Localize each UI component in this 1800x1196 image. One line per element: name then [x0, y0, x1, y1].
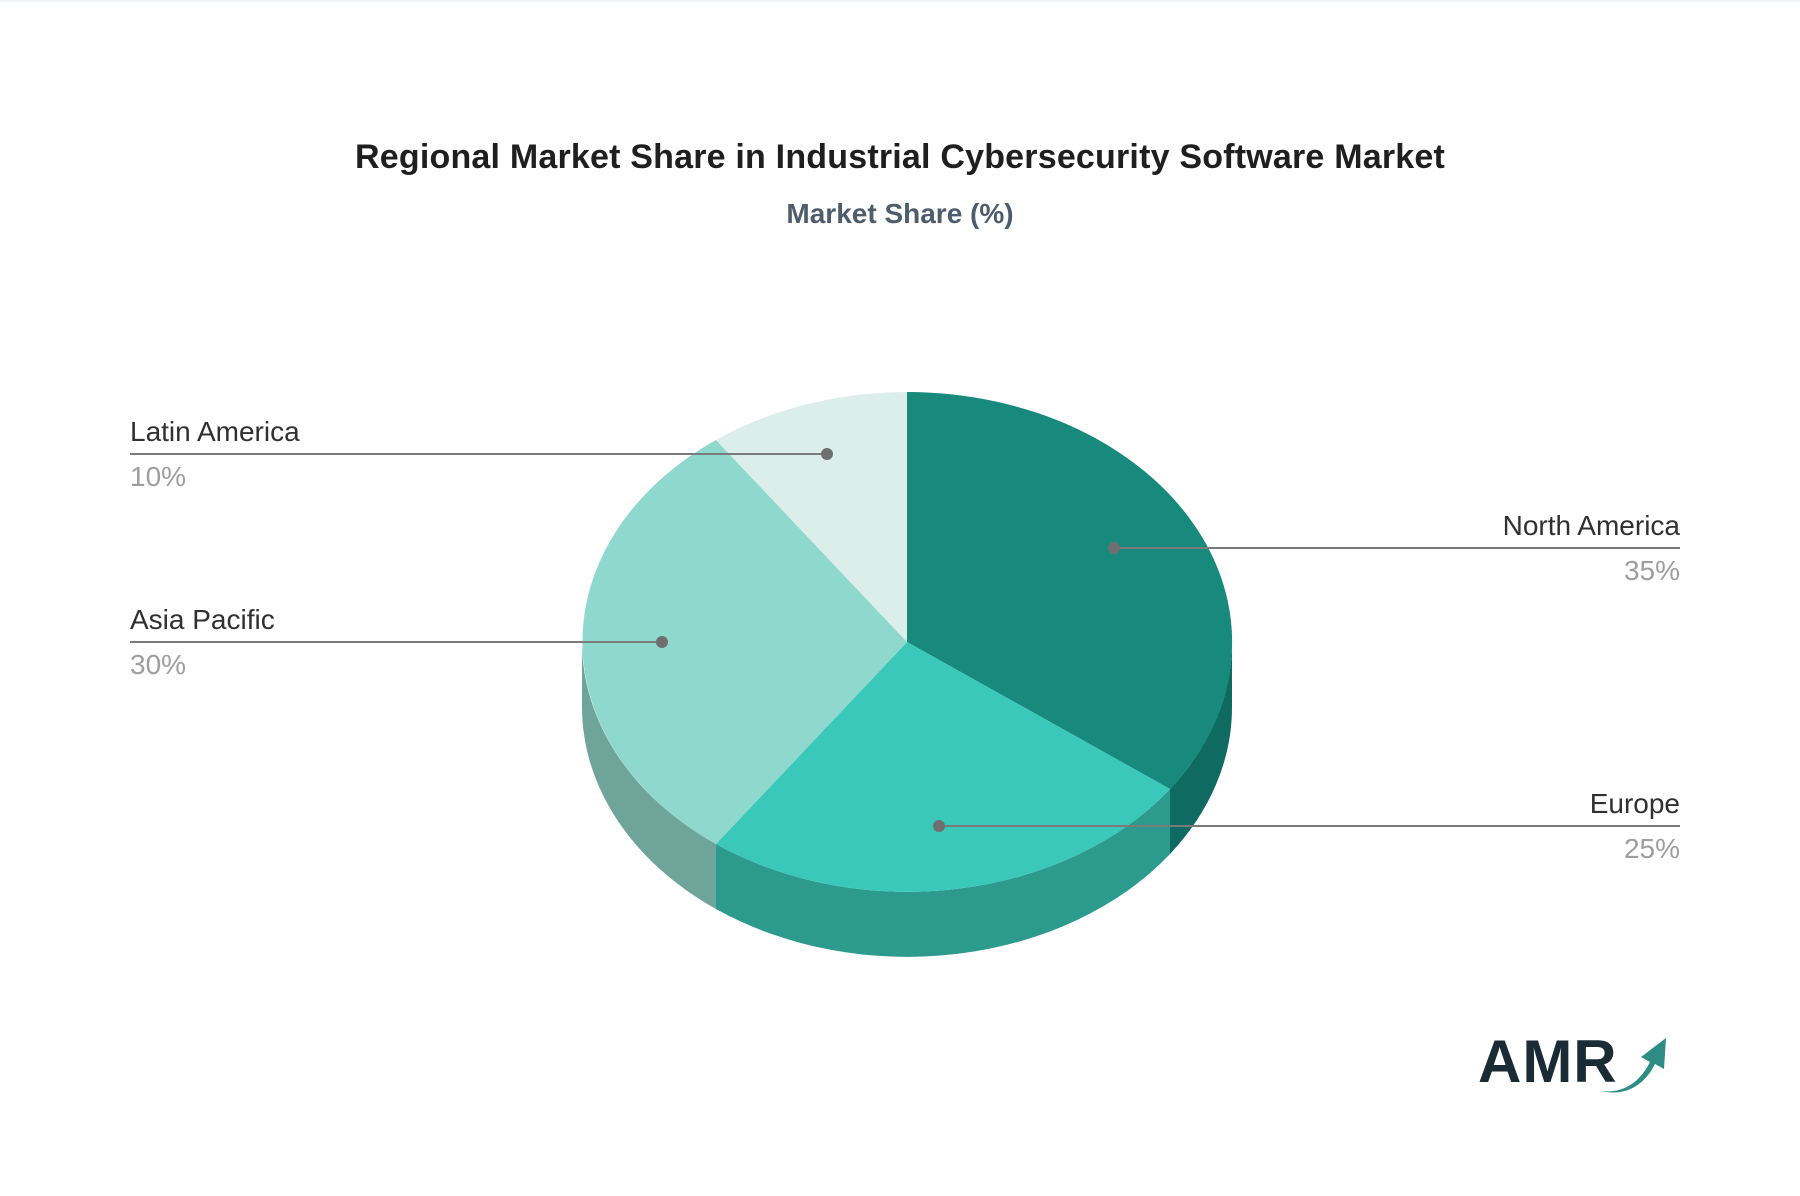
pie-slice-europe[interactable] — [716, 642, 1170, 892]
leader-dot-europe — [933, 820, 945, 832]
arrow-swoosh — [1598, 1038, 1666, 1093]
slice-label: Asia Pacific — [130, 604, 275, 635]
pie-side-europe — [716, 789, 1170, 957]
amr-logo-arrow-icon — [1598, 1038, 1666, 1093]
amr-logo-text: AMR — [1478, 1028, 1618, 1095]
pie-slice-north-america[interactable] — [907, 391, 1233, 789]
leader-dot-latin-america — [821, 448, 833, 460]
slice-value-label: 35% — [1623, 555, 1680, 586]
leader-dot-north-america — [1108, 542, 1120, 554]
slice-value-label: 30% — [130, 649, 187, 680]
chart-subtitle: Market Share (%) — [786, 198, 1014, 229]
callout-asia-pacific: Asia Pacific 30% — [130, 603, 275, 682]
pie-side-north-america — [1170, 642, 1232, 854]
callout-north-america: North America 35% — [1503, 509, 1680, 588]
slice-label: Europe — [1589, 788, 1680, 819]
slice-value-label: 10% — [130, 461, 187, 492]
chart-title: Regional Market Share in Industrial Cybe… — [355, 138, 1445, 176]
callout-dots — [656, 448, 1120, 832]
callout-latin-america: Latin America 10% — [130, 415, 300, 494]
slice-label: Latin America — [130, 416, 300, 447]
callout-europe: Europe 25% — [1590, 787, 1680, 866]
amr-logo: AMR — [1478, 1032, 1708, 1112]
slice-value-label: 25% — [1623, 833, 1680, 864]
pie-side-asia-pacific — [582, 642, 716, 909]
leader-dot-asia-pacific — [656, 636, 668, 648]
slice-label: North America — [1502, 510, 1680, 541]
callout-lines — [130, 453, 1680, 827]
pie-slice-asia-pacific[interactable] — [582, 440, 907, 844]
